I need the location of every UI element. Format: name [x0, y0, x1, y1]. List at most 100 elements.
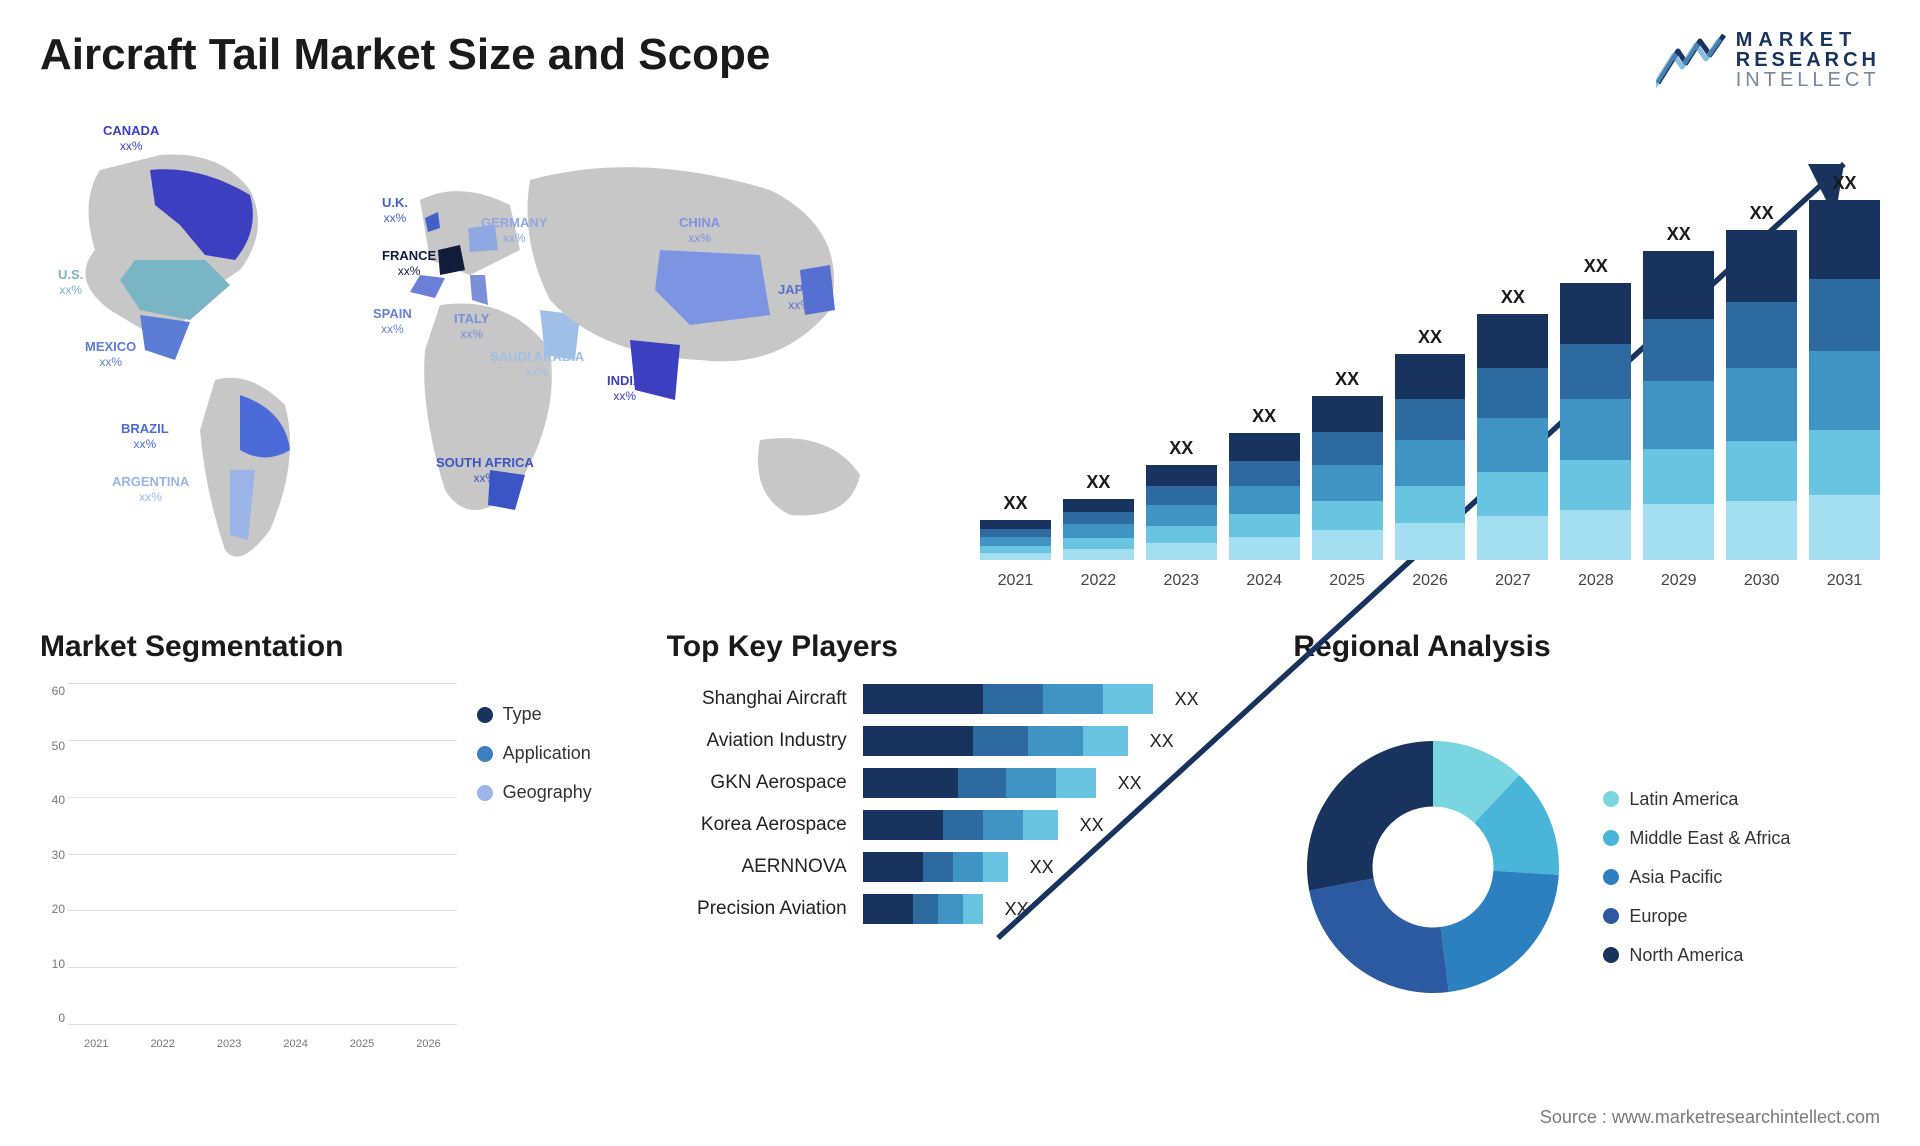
growth-x-label: 2030 [1726, 572, 1797, 590]
growth-bar: XX [1395, 327, 1466, 560]
player-bar [863, 684, 1153, 714]
logo-line2: RESEARCH [1736, 50, 1880, 70]
player-row: Shanghai Aircraft XX [667, 684, 1254, 714]
growth-bar: XX [1643, 224, 1714, 560]
players-panel: Top Key Players Shanghai AircraftXXAviat… [667, 630, 1254, 1050]
regional-title: Regional Analysis [1293, 630, 1880, 664]
growth-chart-panel: XXXXXXXXXXXXXXXXXXXXXX 20212022202320242… [980, 110, 1880, 590]
legend-item: Latin America [1603, 789, 1790, 810]
regional-donut-chart [1293, 727, 1573, 1007]
player-row: GKN Aerospace XX [667, 768, 1254, 798]
growth-x-label: 2028 [1560, 572, 1631, 590]
growth-x-label: 2025 [1312, 572, 1383, 590]
seg-x-label: 2023 [201, 1038, 257, 1050]
legend-item: Asia Pacific [1603, 867, 1790, 888]
player-bar [863, 768, 1096, 798]
page-title: Aircraft Tail Market Size and Scope [40, 30, 770, 80]
growth-bar-value: XX [1252, 406, 1276, 427]
growth-x-label: 2029 [1643, 572, 1714, 590]
map-label: GERMANYxx% [481, 216, 547, 246]
player-row: Precision Aviation XX [667, 894, 1254, 924]
map-label: ITALYxx% [454, 312, 489, 342]
player-name: Shanghai Aircraft [667, 688, 847, 710]
seg-x-label: 2026 [400, 1038, 456, 1050]
player-name: GKN Aerospace [667, 772, 847, 794]
growth-x-label: 2026 [1395, 572, 1466, 590]
player-value: XX [1118, 773, 1142, 794]
donut-slice [1307, 741, 1433, 891]
logo-swoosh-icon [1656, 33, 1726, 88]
donut-slice [1441, 871, 1559, 992]
map-label: SAUDI ARABIAxx% [490, 350, 584, 380]
map-label: ARGENTINAxx% [112, 475, 189, 505]
growth-bar: XX [1726, 203, 1797, 560]
regional-legend: Latin AmericaMiddle East & AfricaAsia Pa… [1603, 769, 1790, 966]
seg-x-label: 2021 [68, 1038, 124, 1050]
legend-item: Type [477, 704, 627, 725]
player-value: XX [1080, 815, 1104, 836]
growth-bar: XX [1809, 173, 1880, 560]
map-label: U.K.xx% [382, 196, 408, 226]
growth-bar: XX [1229, 406, 1300, 560]
segmentation-legend: Type Application Geography [477, 684, 627, 1050]
growth-bar: XX [1560, 256, 1631, 560]
seg-x-label: 2025 [334, 1038, 390, 1050]
player-bar [863, 726, 1128, 756]
world-map-panel: CANADAxx% U.S.xx% MEXICOxx% BRAZILxx% ARGENT… [40, 110, 940, 590]
legend-item: North America [1603, 945, 1790, 966]
map-label: JAPANxx% [778, 283, 821, 313]
seg-x-label: 2024 [267, 1038, 323, 1050]
map-label: CANADAxx% [103, 124, 159, 154]
growth-bar-value: XX [1086, 472, 1110, 493]
growth-bar-value: XX [1003, 493, 1027, 514]
legend-item: Application [477, 743, 627, 764]
growth-bar-value: XX [1169, 438, 1193, 459]
growth-x-label: 2024 [1229, 572, 1300, 590]
player-value: XX [1175, 689, 1199, 710]
growth-bar-value: XX [1335, 369, 1359, 390]
regional-panel: Regional Analysis Latin AmericaMiddle Ea… [1293, 630, 1880, 1050]
source-text: Source : www.marketresearchintellect.com [1540, 1107, 1880, 1128]
player-name: AERNNOVA [667, 856, 847, 878]
player-row: Aviation Industry XX [667, 726, 1254, 756]
growth-bar-value: XX [1750, 203, 1774, 224]
growth-bar: XX [980, 493, 1051, 560]
players-chart: Shanghai AircraftXXAviation IndustryXXGK… [667, 684, 1254, 1050]
player-bar [863, 894, 983, 924]
growth-bar-value: XX [1418, 327, 1442, 348]
player-value: XX [1005, 899, 1029, 920]
map-label: SOUTH AFRICAxx% [436, 456, 534, 486]
legend-item: Europe [1603, 906, 1790, 927]
logo-line3: INTELLECT [1736, 70, 1880, 90]
growth-bar-value: XX [1584, 256, 1608, 277]
growth-bar-value: XX [1501, 287, 1525, 308]
player-name: Korea Aerospace [667, 814, 847, 836]
player-bar [863, 852, 1008, 882]
brand-logo: MARKET RESEARCH INTELLECT [1656, 30, 1880, 90]
segmentation-panel: Market Segmentation 0102030405060 202120… [40, 630, 627, 1050]
player-name: Precision Aviation [667, 898, 847, 920]
map-label: CHINAxx% [679, 216, 720, 246]
legend-item: Geography [477, 782, 627, 803]
growth-x-label: 2022 [1063, 572, 1134, 590]
growth-bar: XX [1146, 438, 1217, 560]
players-title: Top Key Players [667, 630, 1254, 664]
logo-line1: MARKET [1736, 30, 1880, 50]
growth-bar: XX [1063, 472, 1134, 560]
map-label: U.S.xx% [58, 268, 83, 298]
map-label: SPAINxx% [373, 307, 412, 337]
map-label: MEXICOxx% [85, 340, 136, 370]
player-name: Aviation Industry [667, 730, 847, 752]
map-label: BRAZILxx% [121, 422, 169, 452]
player-value: XX [1030, 857, 1054, 878]
player-row: Korea Aerospace XX [667, 810, 1254, 840]
growth-bar-value: XX [1667, 224, 1691, 245]
player-row: AERNNOVA XX [667, 852, 1254, 882]
growth-x-label: 2027 [1477, 572, 1548, 590]
growth-bar: XX [1312, 369, 1383, 560]
player-value: XX [1150, 731, 1174, 752]
growth-x-label: 2021 [980, 572, 1051, 590]
donut-slice [1310, 878, 1450, 993]
segmentation-title: Market Segmentation [40, 630, 627, 664]
seg-x-label: 2022 [134, 1038, 190, 1050]
